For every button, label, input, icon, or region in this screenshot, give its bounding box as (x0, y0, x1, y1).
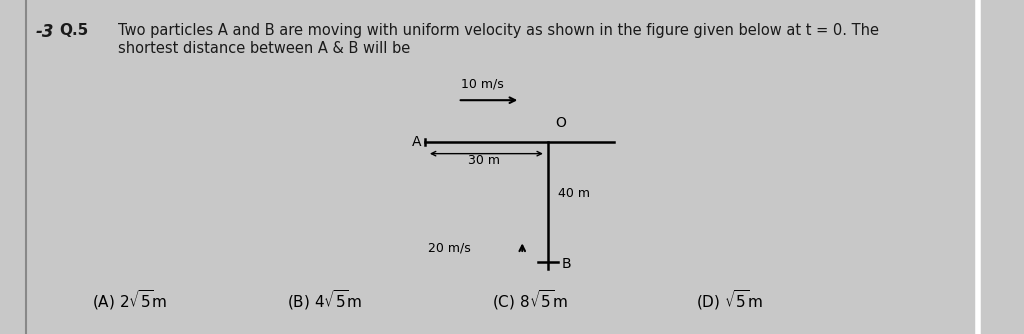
Text: B: B (561, 257, 570, 271)
Text: 20 m/s: 20 m/s (428, 241, 471, 254)
Text: (D) $\sqrt{5}$m: (D) $\sqrt{5}$m (696, 288, 763, 312)
Text: -3: -3 (36, 23, 54, 41)
Text: O: O (555, 116, 566, 130)
Text: Two particles A and B are moving with uniform velocity as shown in the figure gi: Two particles A and B are moving with un… (118, 23, 879, 56)
Text: Q.5: Q.5 (59, 23, 89, 38)
Text: (B) $4\sqrt{5}$m: (B) $4\sqrt{5}$m (287, 288, 362, 312)
Text: 10 m/s: 10 m/s (461, 77, 504, 90)
Text: (C) $8\sqrt{5}$m: (C) $8\sqrt{5}$m (492, 288, 567, 312)
Text: 30 m: 30 m (468, 154, 501, 167)
Text: A: A (413, 135, 422, 149)
Text: (A) $2\sqrt{5}$m: (A) $2\sqrt{5}$m (92, 288, 168, 312)
Text: 40 m: 40 m (558, 187, 590, 200)
